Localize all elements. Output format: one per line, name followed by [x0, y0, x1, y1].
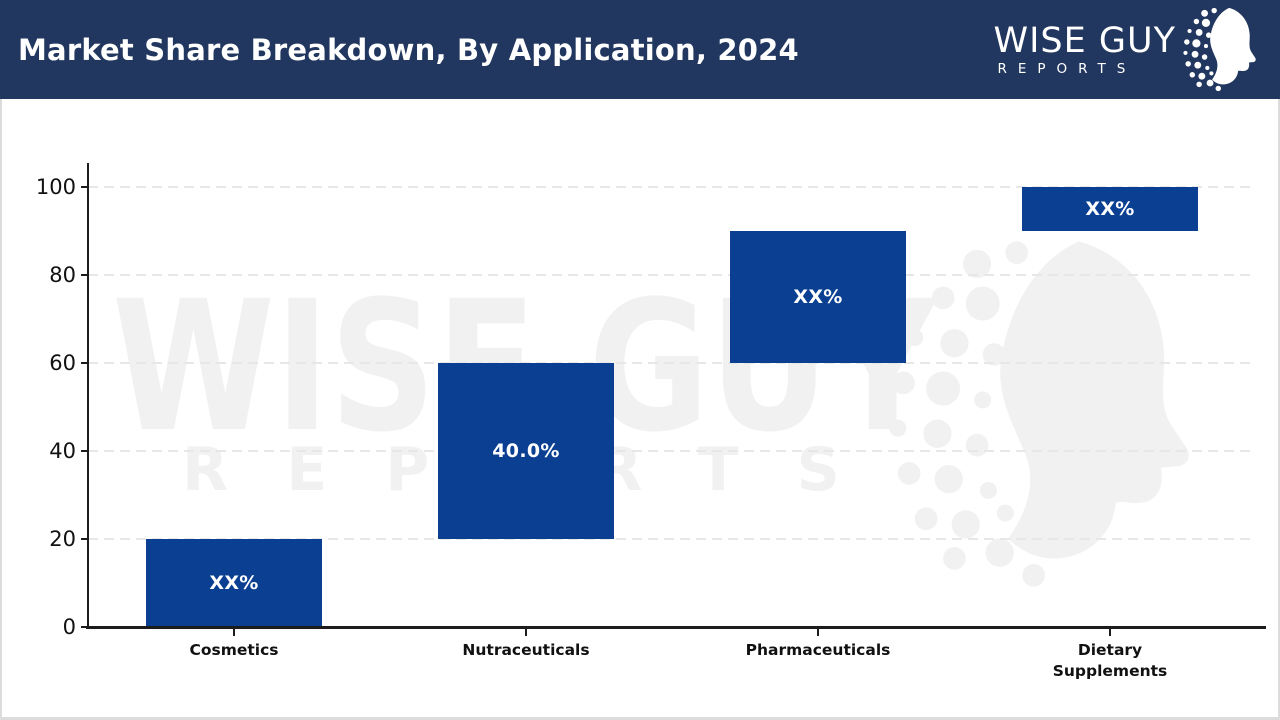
- bar-value-label: XX%: [1085, 198, 1135, 220]
- page-border-left: [0, 99, 2, 720]
- x-axis-tick: [817, 629, 819, 636]
- x-axis-line: [86, 626, 1266, 629]
- x-axis-category-label: Pharmaceuticals: [745, 641, 891, 659]
- header-bar: Market Share Breakdown, By Application, …: [0, 0, 1280, 99]
- y-axis-tick: [81, 450, 88, 452]
- x-axis-tick: [233, 629, 235, 636]
- bar-value-label: XX%: [793, 286, 843, 308]
- y-axis-tick: [81, 362, 88, 364]
- bar-value-label: XX%: [209, 572, 259, 594]
- gridline: [88, 450, 1256, 452]
- y-axis-tick-label: 80: [49, 263, 76, 287]
- bar-cosmetics: XX%: [146, 539, 322, 627]
- x-axis-tick: [525, 629, 527, 636]
- y-axis-tick-label: 0: [62, 615, 76, 639]
- x-axis-tick: [1109, 629, 1111, 636]
- y-axis-tick: [81, 186, 88, 188]
- brand-dot-face-icon: [1180, 5, 1262, 94]
- brand-subname: REPORTS: [997, 60, 1137, 77]
- bar-nutraceuticals: 40.0%: [438, 363, 614, 539]
- y-axis-tick: [81, 538, 88, 540]
- bar-value-label: 40.0%: [492, 440, 560, 462]
- x-axis-category-label: Dietary Supplements: [1052, 641, 1168, 680]
- brand-logo: WISE GUY REPORTS: [993, 5, 1262, 94]
- gridline: [88, 186, 1256, 188]
- bar-pharmaceuticals: XX%: [730, 231, 906, 363]
- gridline: [88, 362, 1256, 364]
- brand-logo-text: WISE GUY REPORTS: [993, 23, 1176, 77]
- y-axis-tick-label: 60: [49, 351, 76, 375]
- y-axis-tick-label: 40: [49, 439, 76, 463]
- y-axis-line: [87, 163, 89, 627]
- page-border-right: [1278, 99, 1280, 720]
- y-axis-tick: [81, 274, 88, 276]
- page-border-bottom: [0, 717, 1280, 720]
- gridline: [88, 274, 1256, 276]
- y-axis-tick-label: 100: [35, 175, 76, 199]
- x-axis-category-label: Cosmetics: [189, 641, 279, 659]
- y-axis-tick-label: 20: [49, 527, 76, 551]
- brand-name: WISE GUY: [993, 20, 1176, 61]
- chart-title: Market Share Breakdown, By Application, …: [18, 32, 799, 67]
- watermark-dot-face-icon: [875, 230, 1215, 598]
- y-axis-tick: [81, 626, 88, 628]
- bar-dietary-supplements: XX%: [1022, 187, 1198, 231]
- gridline: [88, 538, 1256, 540]
- x-axis-category-label: Nutraceuticals: [462, 641, 590, 659]
